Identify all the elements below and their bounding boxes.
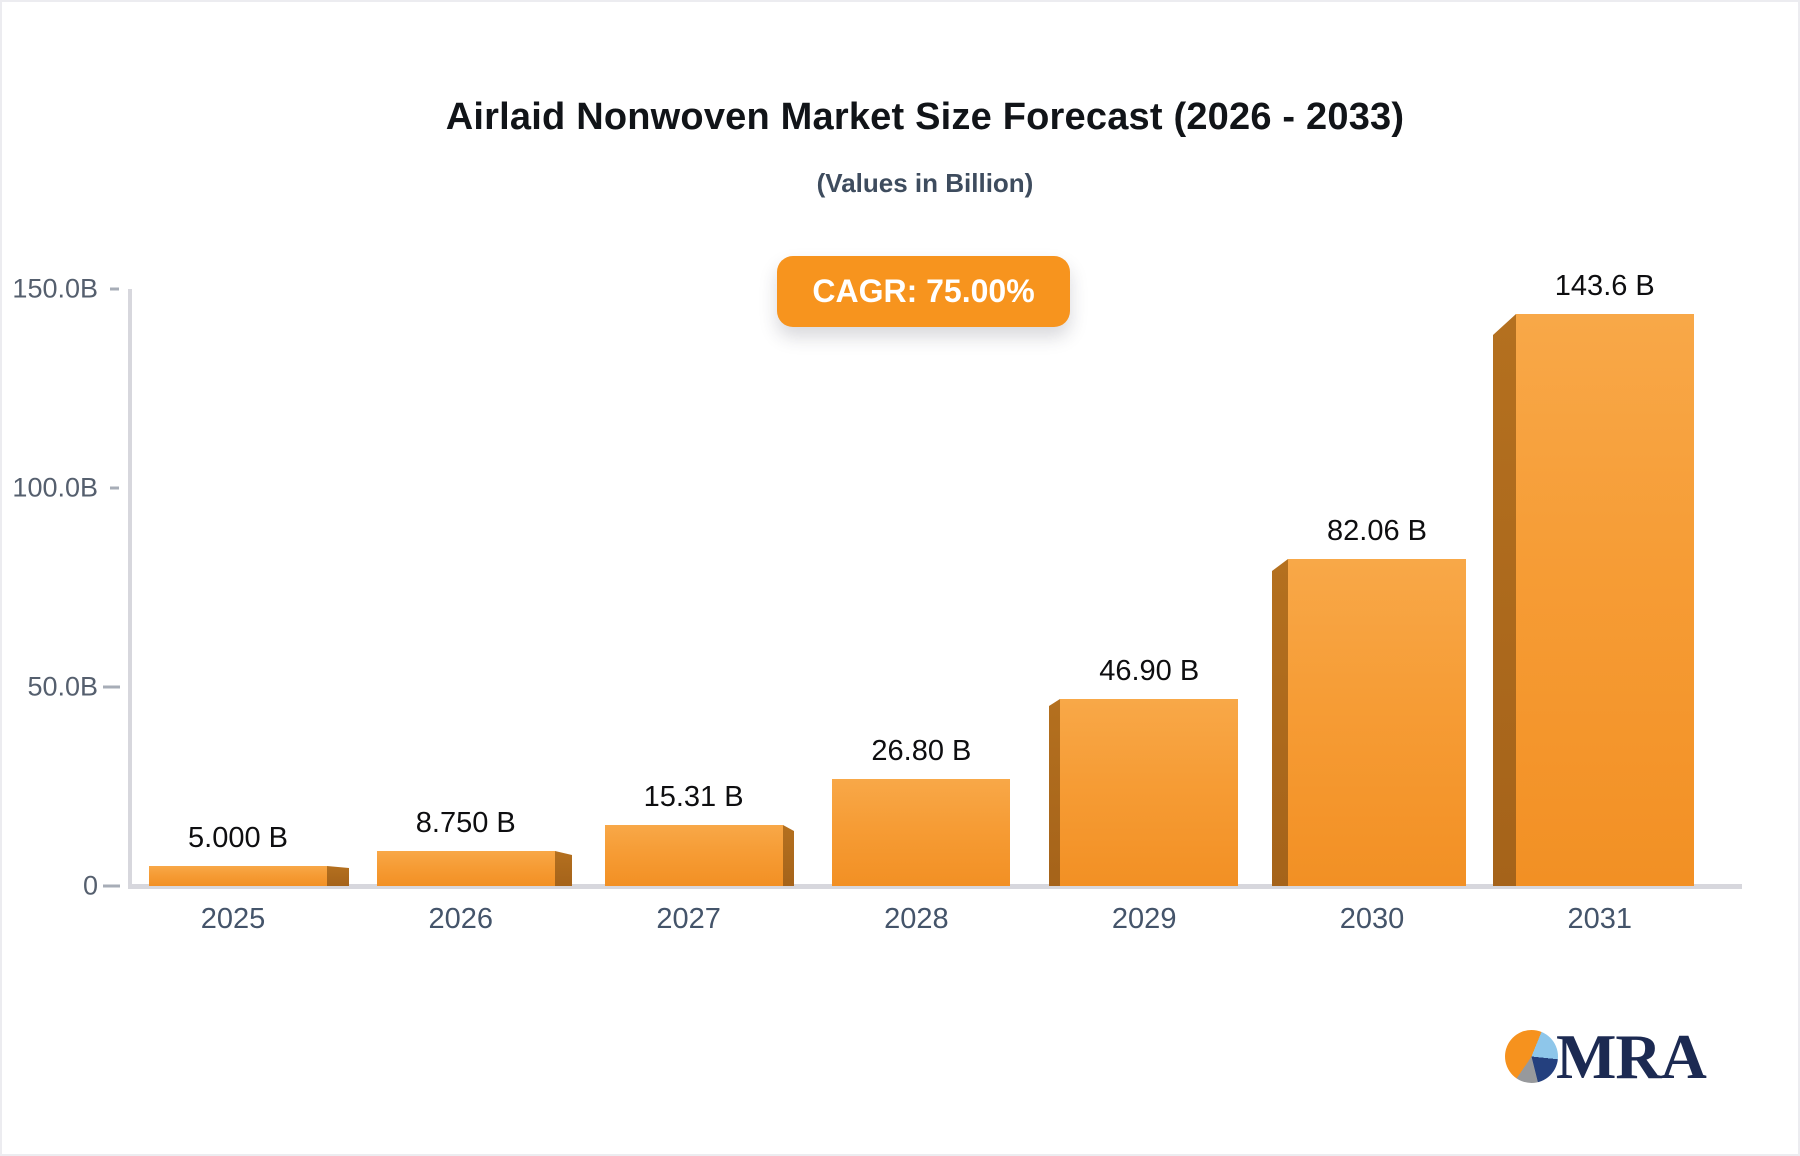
y-tick-dash: [110, 486, 119, 490]
bar-2029: [1060, 699, 1238, 886]
y-axis-line: [128, 289, 132, 889]
bar-value-label: 15.31 B: [643, 781, 744, 813]
x-tick-label-2027: 2027: [656, 903, 721, 935]
bar-2030: [1288, 559, 1466, 886]
bar-side-2025: [327, 866, 349, 886]
chart-title: Airlaid Nonwoven Market Size Forecast (2…: [445, 96, 1405, 138]
x-tick-label-2031: 2031: [1567, 903, 1633, 935]
bar-2026: [377, 851, 555, 886]
bar-side-2029: [1049, 699, 1060, 886]
pie-chart-logo-icon: [1505, 1030, 1558, 1083]
bar-2025: [149, 866, 327, 886]
logo-text: MRA: [1556, 1021, 1707, 1092]
cagr-badge-label: CAGR: 75.00%: [812, 273, 1035, 309]
x-tick-label-2028: 2028: [884, 903, 949, 935]
y-tick-label: 0: [82, 870, 98, 901]
bar-value-label: 46.90 B: [1099, 655, 1200, 687]
bar-value-label: 143.6 B: [1554, 270, 1655, 302]
bar-side-2031: [1493, 314, 1516, 886]
x-tick-label-2029: 2029: [1111, 903, 1177, 935]
mra-logo: MRA: [1505, 1021, 1707, 1092]
x-tick-label-2030: 2030: [1339, 903, 1405, 935]
bar-value-label: 82.06 B: [1327, 515, 1427, 547]
bar-side-2030: [1272, 559, 1288, 886]
y-tick-label: 50.0B: [27, 671, 98, 702]
x-tick-label-2026: 2026: [428, 903, 494, 935]
cagr-badge: CAGR: 75.00%: [777, 256, 1070, 327]
bar-2027: [605, 825, 783, 886]
y-tick-dash: [110, 287, 119, 291]
x-tick-label-2025: 2025: [200, 903, 266, 935]
x-axis-baseline: [128, 884, 1742, 889]
y-tick-dash: [103, 685, 120, 689]
y-tick-label: 100.0B: [12, 472, 98, 503]
bar-side-2027: [783, 825, 794, 886]
bar-2031: [1516, 314, 1694, 886]
y-tick-dash: [103, 884, 120, 888]
bar-value-label: 5.000 B: [188, 822, 288, 854]
bar-2028: [832, 779, 1010, 886]
y-tick-label: 150.0B: [12, 273, 98, 304]
bar-side-2026: [555, 851, 572, 886]
bar-value-label: 8.750 B: [415, 807, 516, 839]
chart-subtitle: (Values in Billion): [816, 168, 1034, 198]
bar-value-label: 26.80 B: [871, 735, 972, 767]
